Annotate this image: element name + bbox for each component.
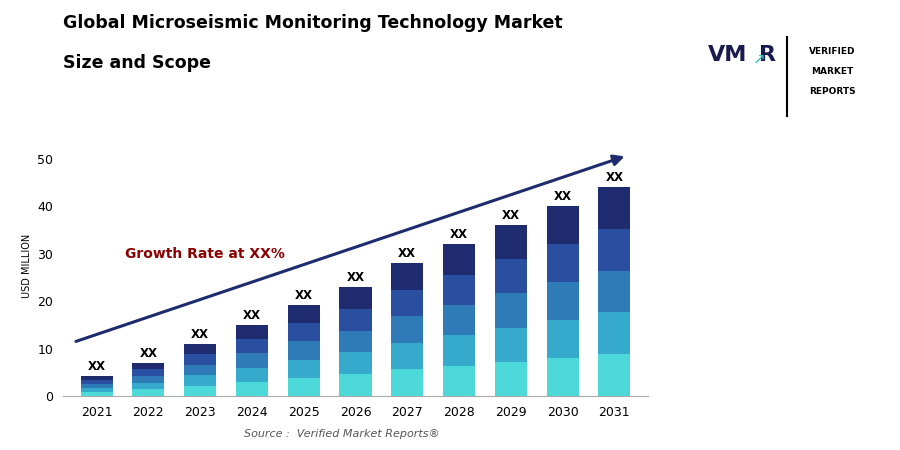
Bar (443, 335, 475, 366)
Bar (495, 225, 526, 259)
Bar (443, 244, 475, 274)
Bar (546, 282, 579, 320)
Text: XX: XX (140, 347, 158, 360)
Text: XX: XX (502, 209, 520, 222)
Bar (598, 187, 630, 229)
Bar (132, 363, 165, 369)
Bar (236, 382, 268, 396)
Bar (546, 206, 579, 244)
Bar (236, 339, 268, 353)
Bar (495, 259, 526, 293)
Bar (598, 312, 630, 354)
Text: XX: XX (399, 248, 417, 260)
Text: XX: XX (606, 171, 624, 184)
Text: VM: VM (708, 45, 747, 65)
Bar (236, 353, 268, 368)
Text: XX: XX (450, 228, 468, 241)
Bar (81, 380, 112, 384)
Bar (288, 378, 320, 396)
Bar (598, 271, 630, 312)
Bar (495, 328, 526, 362)
Bar (81, 384, 112, 388)
Bar (132, 389, 165, 396)
Bar (236, 368, 268, 382)
Text: Global Microseismic Monitoring Technology Market: Global Microseismic Monitoring Technolog… (63, 14, 562, 32)
Bar (495, 362, 526, 396)
Text: XX: XX (294, 289, 312, 302)
Bar (546, 358, 579, 396)
Text: XX: XX (243, 309, 261, 322)
Bar (184, 354, 216, 365)
Bar (392, 343, 423, 369)
Bar (184, 364, 216, 375)
Bar (392, 290, 423, 316)
Bar (339, 352, 372, 374)
Text: ↗: ↗ (753, 51, 766, 66)
Bar (81, 392, 112, 396)
Bar (81, 388, 112, 392)
Bar (443, 305, 475, 335)
Bar (184, 375, 216, 386)
Bar (339, 287, 372, 309)
Bar (598, 354, 630, 396)
Bar (184, 344, 216, 354)
Bar (546, 320, 579, 358)
Bar (288, 323, 320, 342)
Bar (339, 309, 372, 330)
Bar (392, 263, 423, 290)
Bar (132, 382, 165, 389)
Bar (598, 229, 630, 271)
Bar (132, 369, 165, 376)
Bar (184, 386, 216, 396)
Y-axis label: USD MILLION: USD MILLION (22, 234, 32, 297)
Text: XX: XX (191, 328, 209, 341)
Text: XX: XX (87, 360, 105, 373)
Text: Growth Rate at XX%: Growth Rate at XX% (125, 247, 285, 261)
Bar (81, 376, 112, 380)
Bar (443, 274, 475, 305)
Bar (495, 293, 526, 328)
Bar (392, 316, 423, 343)
Text: XX: XX (346, 271, 364, 284)
Bar (392, 369, 423, 396)
Bar (546, 244, 579, 282)
Bar (288, 360, 320, 378)
Bar (288, 342, 320, 360)
Text: VERIFIED: VERIFIED (809, 47, 856, 56)
Text: XX: XX (554, 190, 572, 203)
Bar (132, 376, 165, 382)
Bar (339, 374, 372, 396)
Bar (443, 366, 475, 396)
Bar (339, 330, 372, 352)
Text: MARKET: MARKET (812, 67, 853, 76)
Bar (236, 325, 268, 339)
Text: Source :  Verified Market Reports®: Source : Verified Market Reports® (244, 429, 440, 439)
Text: Size and Scope: Size and Scope (63, 54, 211, 72)
Bar (288, 305, 320, 323)
Text: R: R (759, 45, 776, 65)
Text: REPORTS: REPORTS (809, 87, 856, 96)
